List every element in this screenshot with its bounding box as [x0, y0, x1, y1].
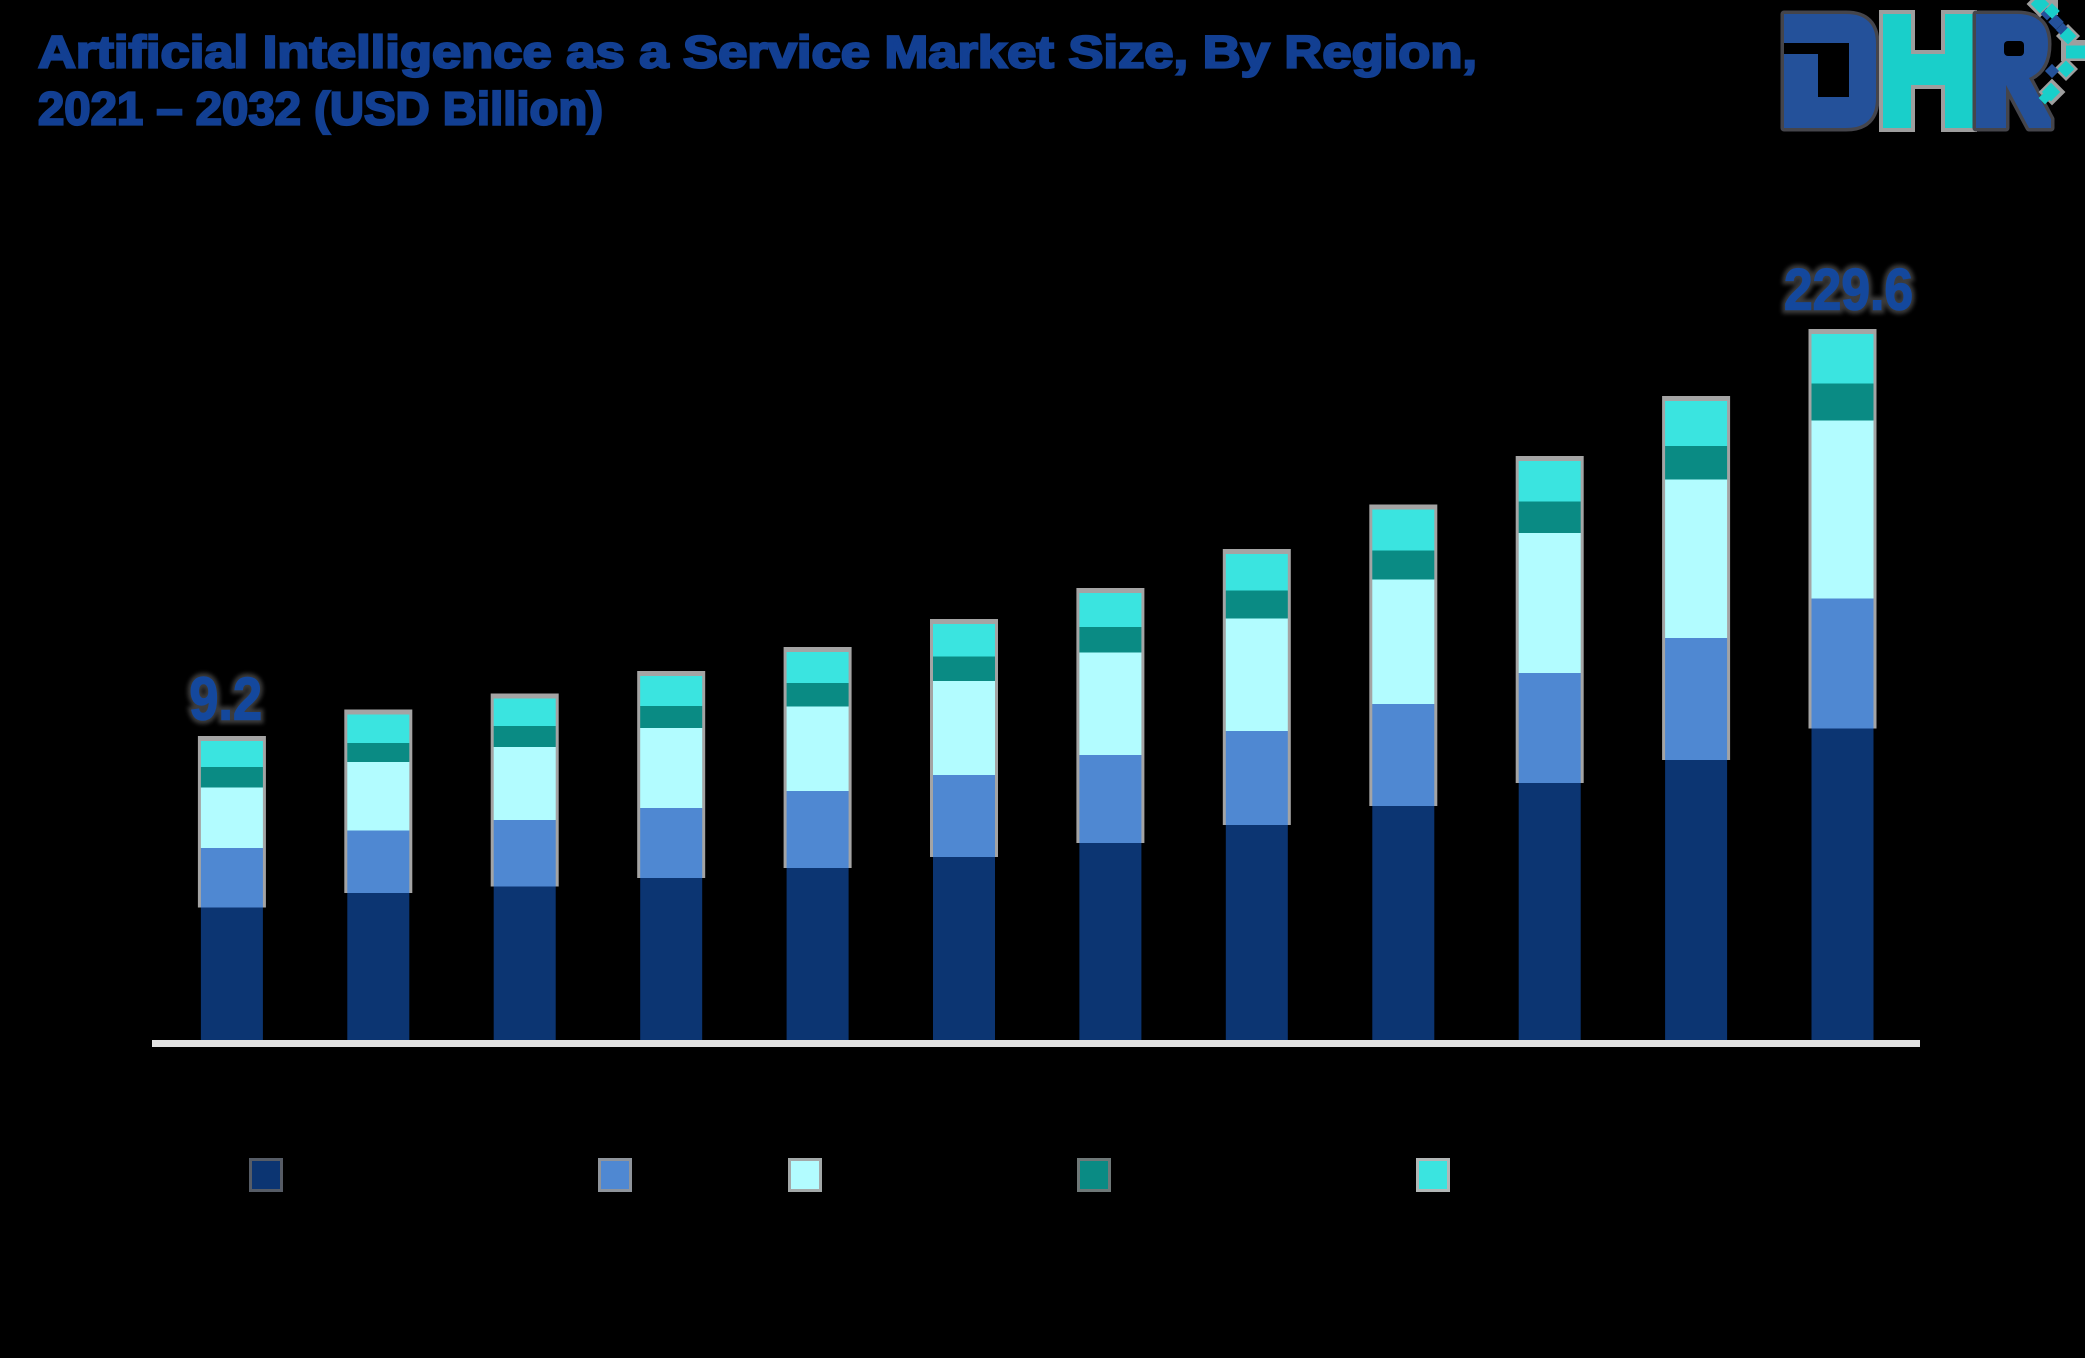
svg-text:9.2: 9.2 — [189, 666, 262, 733]
svg-text:229.6: 229.6 — [1784, 258, 1913, 323]
svg-text:9.2: 9.2 — [189, 666, 262, 733]
svg-text:229.6: 229.6 — [1784, 258, 1913, 323]
svg-text:Artificial Intelligence as a S: Artificial Intelligence as a Service Mar… — [38, 26, 1477, 77]
svg-text:2021 – 2032 (USD Billion): 2021 – 2032 (USD Billion) — [38, 83, 603, 135]
